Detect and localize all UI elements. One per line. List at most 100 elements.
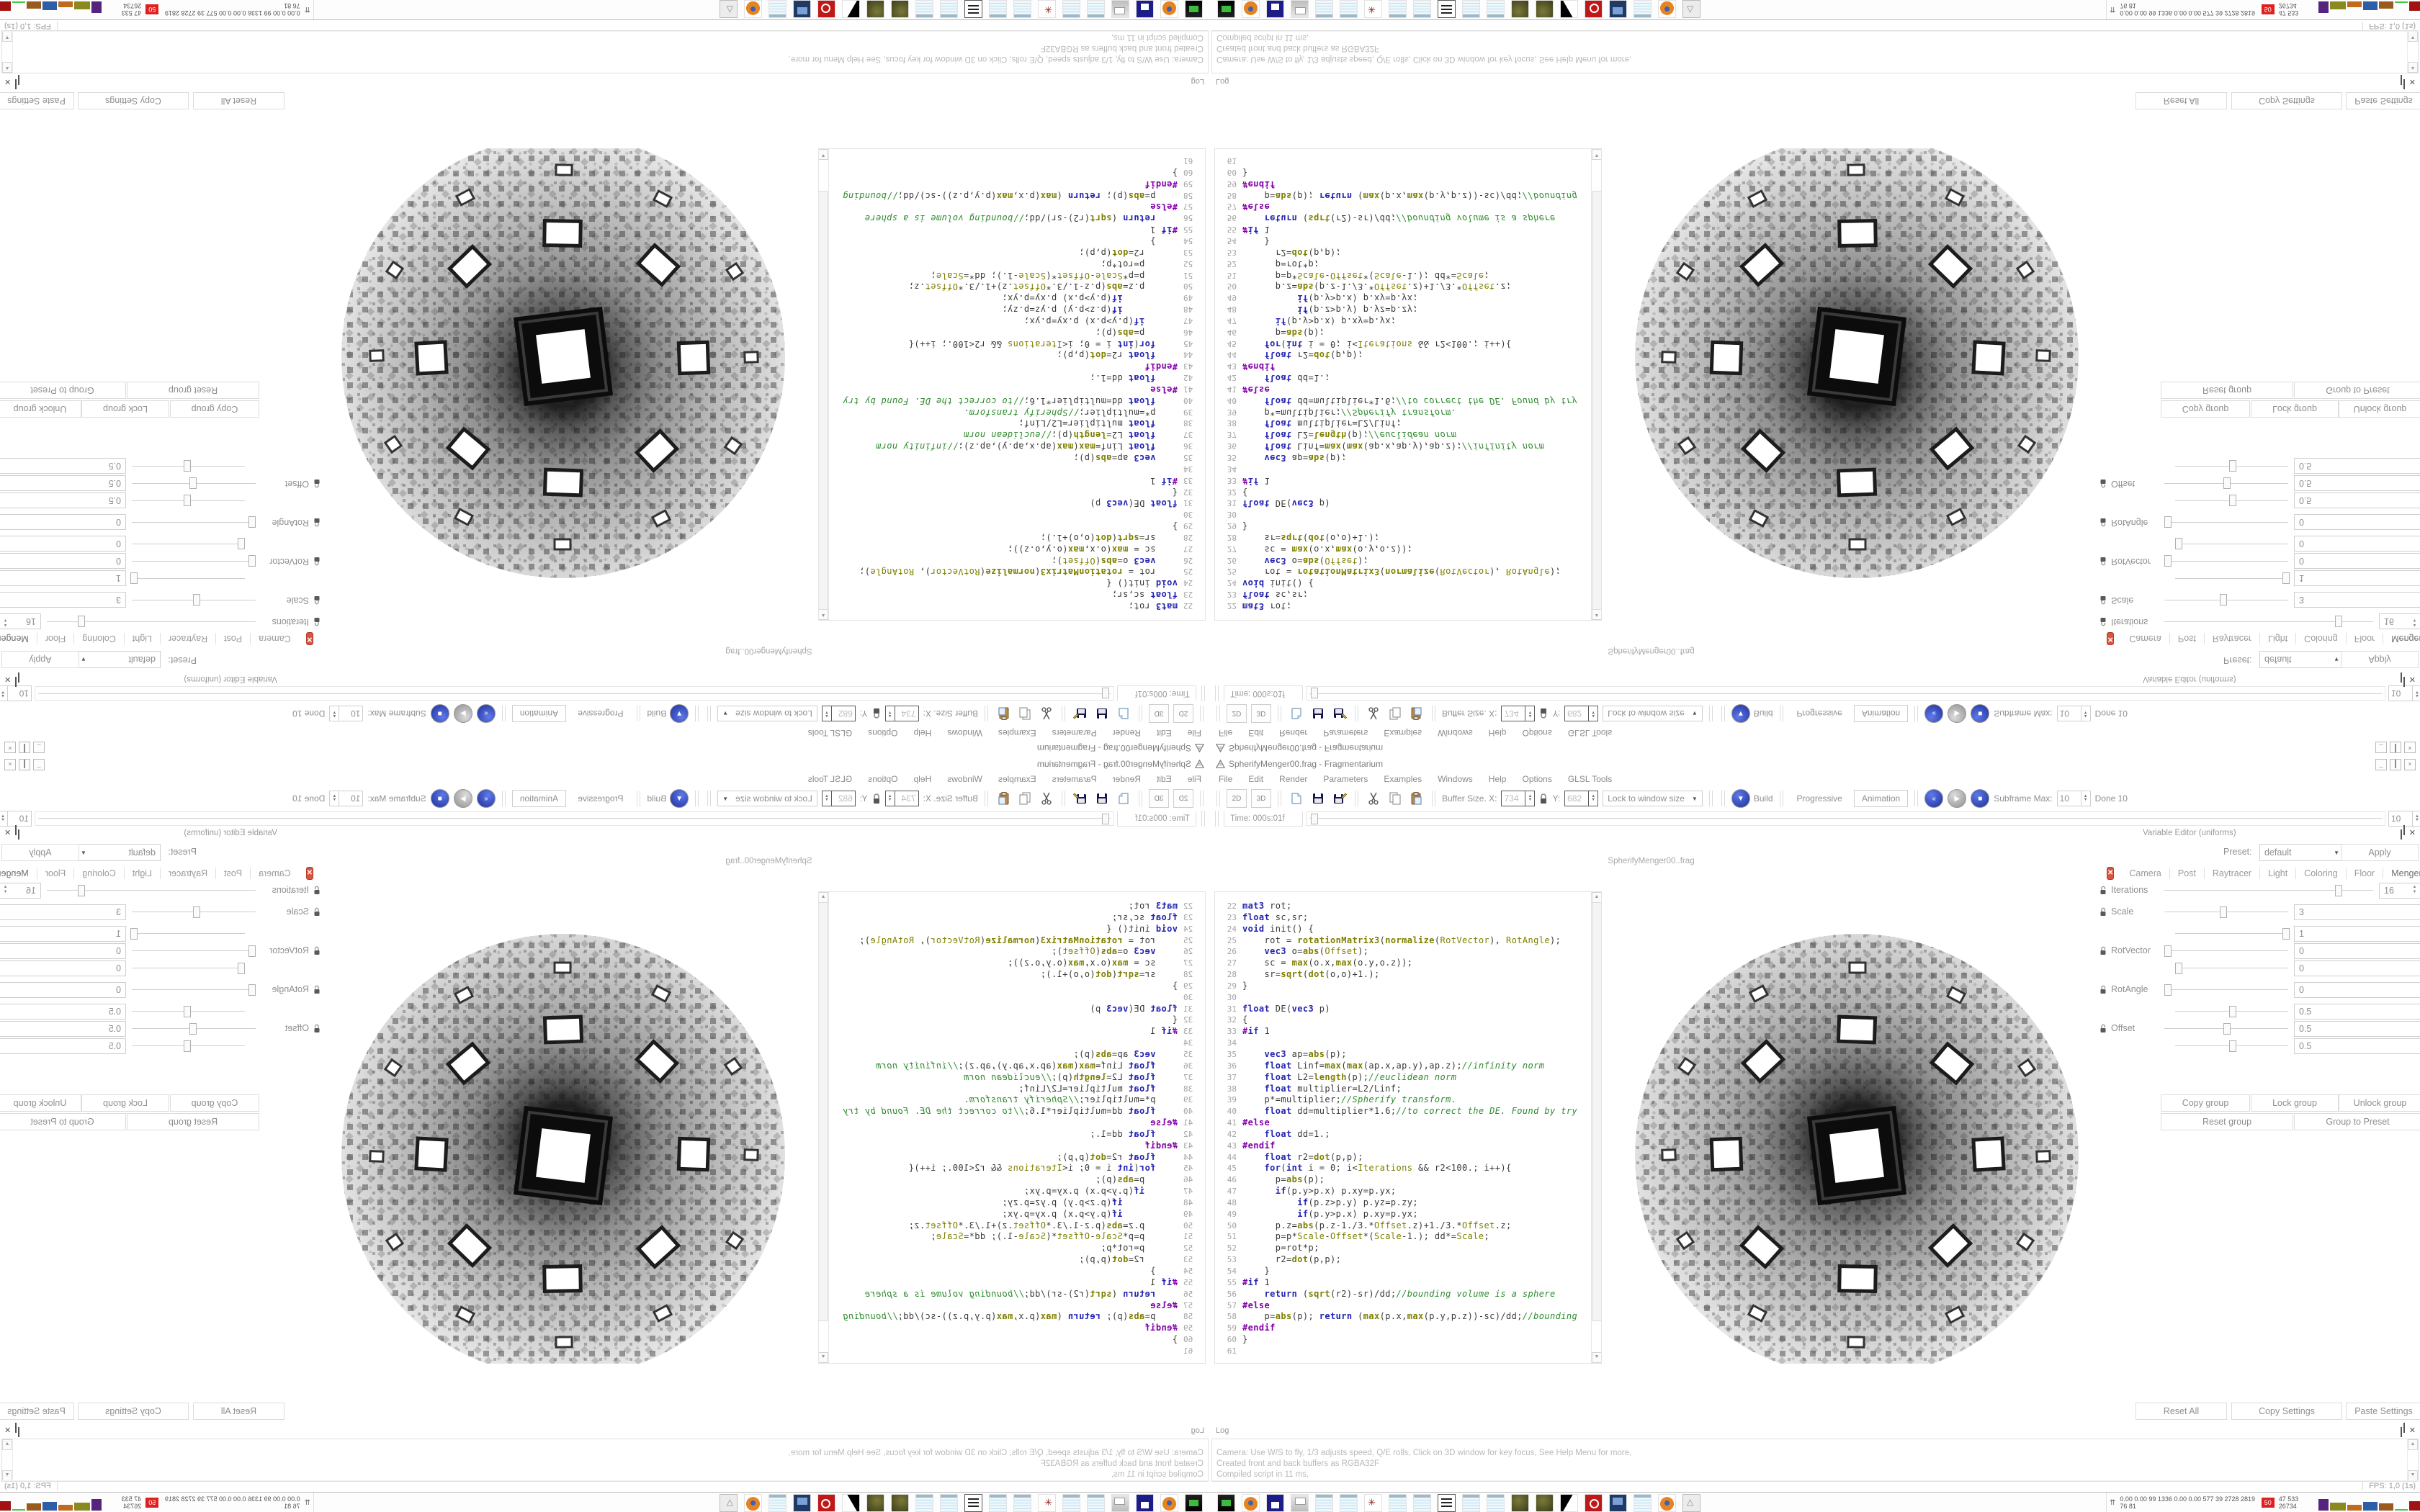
slider-track[interactable] bbox=[2164, 516, 2288, 528]
spin-arrows-icon[interactable]: ▲ ▼ bbox=[3, 618, 8, 627]
taskbar-icon-splat[interactable] bbox=[1038, 1494, 1056, 1512]
slider-handle[interactable] bbox=[248, 945, 256, 957]
tab-raytracer[interactable]: Raytracer bbox=[2203, 633, 2260, 644]
code-lines[interactable]: 22 mat3 rot; 23 float sc,sr; 24 void init() {… bbox=[1215, 901, 1591, 1363]
code-editor[interactable]: 22 mat3 rot; 23 float sc,sr; 24 void init() {… bbox=[818, 148, 1206, 621]
button-reset-group[interactable]: Reset group bbox=[127, 1113, 259, 1130]
uniform-value[interactable]: 0.5 bbox=[2294, 475, 2420, 491]
button-unlock-group[interactable]: Unlock group bbox=[0, 1094, 81, 1112]
taskbar-icon-notepad[interactable] bbox=[1315, 0, 1333, 18]
buffer-x-spinbox[interactable]: 734 ▲ ▼ bbox=[884, 706, 919, 721]
uniform-value[interactable]: 0 bbox=[0, 536, 126, 552]
menu-options[interactable]: Options bbox=[1522, 728, 1552, 738]
subframe-max-spinbox[interactable]: 10 ▲ ▼ bbox=[329, 791, 364, 806]
spin-arrows-icon[interactable]: ▲ ▼ bbox=[2412, 885, 2417, 894]
lock-icon[interactable] bbox=[313, 592, 321, 605]
taskbar-icon-notepad[interactable] bbox=[1462, 1494, 1480, 1512]
play-button[interactable]: ▶ bbox=[453, 704, 472, 723]
uniform-value[interactable]: 16 ▲ ▼ bbox=[2379, 883, 2420, 899]
scroll-up-icon[interactable]: ▲ bbox=[1592, 609, 1602, 620]
tab-post[interactable]: Post bbox=[2169, 868, 2204, 879]
taskbar-icon-red[interactable] bbox=[1585, 0, 1603, 18]
minimize-button[interactable]: _ bbox=[33, 759, 45, 770]
stop-button[interactable]: ■ bbox=[430, 704, 449, 723]
play-button[interactable]: ▶ bbox=[453, 789, 472, 808]
close-dock-icon[interactable]: ✕ bbox=[4, 829, 12, 837]
slider-track[interactable] bbox=[2164, 477, 2288, 489]
slider-handle[interactable] bbox=[184, 1040, 191, 1052]
uniform-value[interactable]: 0.5 bbox=[2294, 1038, 2420, 1054]
slider-track[interactable] bbox=[2164, 984, 2288, 996]
tab-light[interactable]: Light bbox=[2259, 868, 2295, 879]
menu-windows[interactable]: Windows bbox=[947, 728, 982, 738]
preview-2d-button[interactable]: 2D bbox=[1227, 789, 1247, 808]
scroll-down-icon[interactable]: ▼ bbox=[818, 149, 828, 160]
spin-arrows-icon[interactable]: ▲ ▼ bbox=[1525, 706, 1535, 721]
button-unlock-group[interactable]: Unlock group bbox=[2339, 400, 2420, 418]
menu-glsl-tools[interactable]: GLSL Tools bbox=[1567, 728, 1613, 738]
scrollbar-thumb[interactable] bbox=[818, 902, 828, 1321]
time-spinbox[interactable]: 10 ▲ ▼ bbox=[0, 811, 32, 827]
rewind-button[interactable]: « bbox=[1924, 789, 1944, 808]
button-unlock-group[interactable]: Unlock group bbox=[2339, 1094, 2420, 1112]
stop-button[interactable]: ■ bbox=[430, 789, 449, 808]
tab-light[interactable]: Light bbox=[2259, 633, 2296, 644]
buffer-x-spinbox[interactable]: 734 ▲ ▼ bbox=[1501, 706, 1536, 721]
scroll-down-icon[interactable]: ▼ bbox=[2, 1470, 12, 1481]
taskbar-icon-floppy[interactable] bbox=[1136, 1494, 1154, 1512]
copy-icon[interactable] bbox=[1016, 705, 1034, 722]
tab-post[interactable]: Post bbox=[216, 868, 251, 879]
menu-file[interactable]: File bbox=[1187, 774, 1201, 784]
taskbar-icon-notepad[interactable] bbox=[1634, 0, 1652, 18]
taskbar-icon-monitor[interactable] bbox=[793, 1494, 811, 1512]
time-slider[interactable] bbox=[35, 811, 1114, 826]
paste-icon[interactable] bbox=[995, 790, 1012, 807]
build-button[interactable]: ▼ Build bbox=[1731, 704, 1773, 723]
spin-arrows-icon[interactable]: ▲ ▼ bbox=[2080, 706, 2090, 721]
taskbar-icon-globe[interactable] bbox=[1536, 0, 1554, 18]
open-file-icon[interactable] bbox=[1115, 705, 1132, 722]
menu-glsl-tools[interactable]: GLSL Tools bbox=[807, 774, 853, 784]
button-reset-all[interactable]: Reset All bbox=[2136, 92, 2227, 109]
slider-track[interactable] bbox=[2175, 460, 2288, 472]
restore-button[interactable] bbox=[2390, 742, 2401, 753]
taskbar-icon-notepad[interactable] bbox=[1389, 1494, 1407, 1512]
uniform-value[interactable]: 0.5 bbox=[0, 1004, 126, 1020]
stop-button[interactable]: ■ bbox=[1971, 789, 1990, 808]
taskbar-icon-terminal[interactable] bbox=[1185, 1494, 1203, 1512]
button-reset-group[interactable]: Reset group bbox=[2161, 1113, 2293, 1130]
copy-icon[interactable] bbox=[1016, 790, 1034, 807]
lock-icon[interactable] bbox=[2099, 553, 2107, 566]
close-tab-icon[interactable]: ✕ bbox=[305, 632, 313, 645]
play-button[interactable]: ▶ bbox=[1948, 789, 1967, 808]
taskbar-icon-notepad[interactable] bbox=[1340, 1494, 1358, 1512]
scroll-down-icon[interactable]: ▼ bbox=[2408, 1470, 2418, 1481]
slider-track[interactable] bbox=[132, 495, 245, 506]
taskbar-icon-notepad[interactable] bbox=[1413, 0, 1431, 18]
scrollbar-thumb[interactable] bbox=[818, 191, 828, 610]
uniform-value[interactable]: 0 bbox=[2294, 960, 2420, 976]
apply-button[interactable]: Apply bbox=[1, 844, 79, 861]
editor-scrollbar[interactable]: ▲ ▼ bbox=[1591, 892, 1601, 1363]
log-scrollbar[interactable]: ▲ ▼ bbox=[2, 31, 13, 73]
tab-raytracer[interactable]: Raytracer bbox=[2203, 868, 2259, 879]
slider-track[interactable] bbox=[132, 945, 256, 957]
uniform-value[interactable]: 0.5 bbox=[0, 458, 126, 474]
slider-handle[interactable] bbox=[248, 984, 256, 996]
close-button[interactable]: × bbox=[4, 759, 16, 770]
scroll-up-icon[interactable]: ▲ bbox=[818, 609, 828, 620]
progressive-label[interactable]: Progressive bbox=[1796, 708, 1842, 719]
lock-icon[interactable] bbox=[2099, 613, 2107, 626]
spin-arrows-icon[interactable]: ▲ ▼ bbox=[1525, 791, 1534, 806]
apply-button[interactable]: Apply bbox=[2341, 651, 2419, 668]
button-lock-group[interactable]: Lock group bbox=[2251, 400, 2339, 418]
close-button[interactable]: × bbox=[2404, 742, 2416, 753]
lock-icon[interactable] bbox=[2099, 514, 2107, 527]
uniform-value[interactable]: 0 bbox=[0, 943, 126, 959]
buffer-y-spinbox[interactable]: 682 ▲ ▼ bbox=[821, 706, 856, 721]
uniform-value[interactable]: 1 bbox=[0, 570, 126, 586]
slider-track[interactable] bbox=[2164, 616, 2373, 627]
lock-icon[interactable] bbox=[313, 514, 321, 527]
minimize-button[interactable]: _ bbox=[2375, 759, 2387, 770]
buffer-x-spinbox[interactable]: 734 ▲ ▼ bbox=[1501, 791, 1536, 806]
